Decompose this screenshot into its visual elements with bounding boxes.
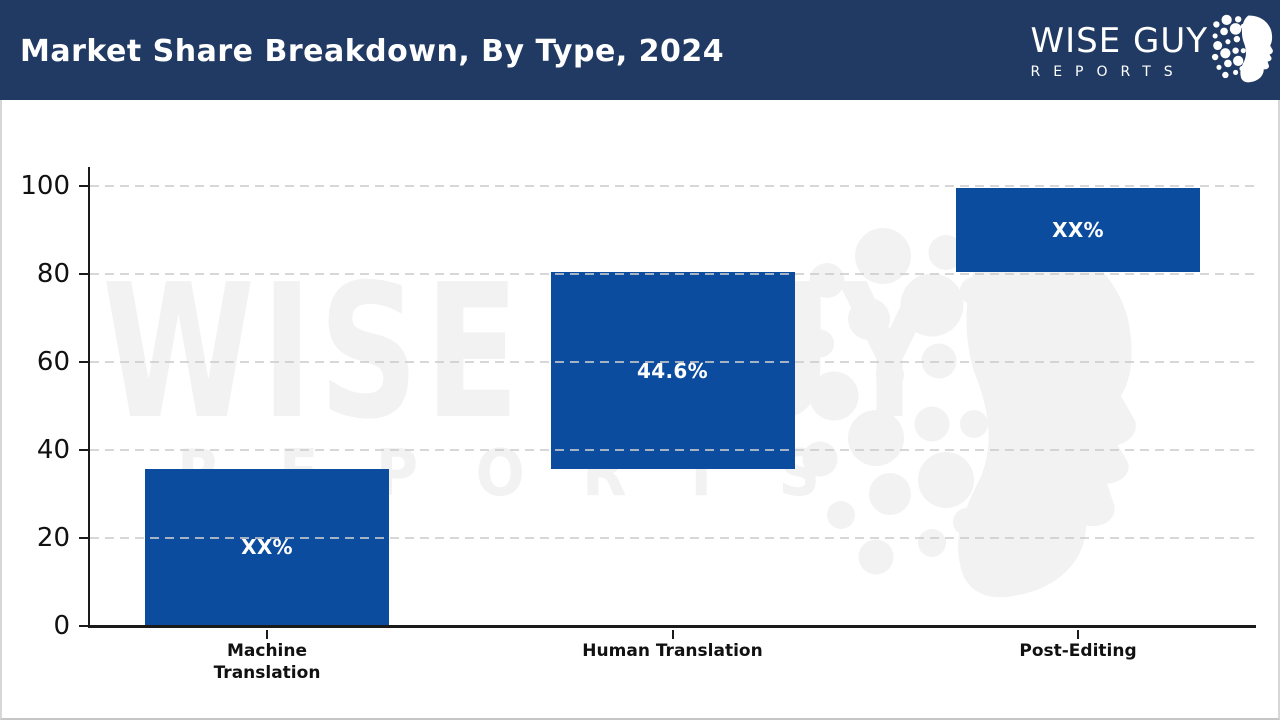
bar-post-editing: XX% bbox=[956, 187, 1200, 273]
gridline bbox=[90, 272, 1255, 275]
plot-area: 0 20 40 60 80 100 XX% Machine Translation 44.6% H… bbox=[20, 165, 1256, 683]
y-axis-tick-label: 100 bbox=[20, 170, 70, 201]
logo: WISE GUY REPORTS bbox=[1030, 6, 1274, 94]
bar-human-translation: 44.6% bbox=[550, 272, 795, 469]
page-title: Market Share Breakdown, By Type, 2024 bbox=[20, 34, 725, 69]
x-axis-tick bbox=[1077, 630, 1079, 639]
y-axis-tick bbox=[79, 625, 90, 627]
x-axis-category-label: Machine Translation bbox=[213, 641, 321, 683]
header-bar: Market Share Breakdown, By Type, 2024 WI… bbox=[0, 0, 1280, 100]
y-axis-tick bbox=[79, 272, 90, 275]
x-axis-tick bbox=[266, 630, 268, 639]
bar-value-label: XX% bbox=[1052, 218, 1104, 242]
logo-subtitle: REPORTS bbox=[1030, 63, 1186, 80]
y-axis-tick bbox=[79, 448, 90, 451]
x-axis-category-label: Post-Editing bbox=[1019, 641, 1137, 661]
y-axis-tick bbox=[79, 536, 90, 539]
bar-value-label: XX% bbox=[241, 535, 293, 560]
y-axis-tick-label: 80 bbox=[36, 258, 70, 289]
gridline bbox=[90, 448, 1255, 451]
x-axis-tick bbox=[671, 630, 674, 639]
watermark-wordmark: WISE GUY bbox=[102, 244, 946, 460]
chart-body: WISE GUY REPORTS 0 20 40 60 80 100 XX% Machine … bbox=[0, 100, 1280, 720]
x-axis-line bbox=[88, 625, 1256, 628]
y-axis-tick-label: 60 bbox=[36, 346, 70, 377]
logo-text: WISE GUY REPORTS bbox=[1030, 21, 1208, 80]
y-axis-line bbox=[88, 167, 90, 628]
logo-head-icon bbox=[1210, 8, 1274, 92]
gridline bbox=[90, 536, 1255, 539]
y-axis-tick bbox=[79, 360, 90, 363]
y-axis-tick-label: 0 bbox=[53, 611, 70, 641]
y-axis-tick-label: 20 bbox=[36, 522, 70, 553]
gridline bbox=[90, 360, 1255, 363]
gridline bbox=[90, 184, 1255, 187]
y-axis-tick bbox=[79, 184, 90, 187]
x-axis-category-label: Human Translation bbox=[582, 641, 763, 661]
y-axis-tick-label: 40 bbox=[36, 434, 70, 465]
bar-machine-translation: XX% bbox=[145, 468, 389, 626]
logo-wordmark: WISE GUY bbox=[1030, 20, 1208, 61]
